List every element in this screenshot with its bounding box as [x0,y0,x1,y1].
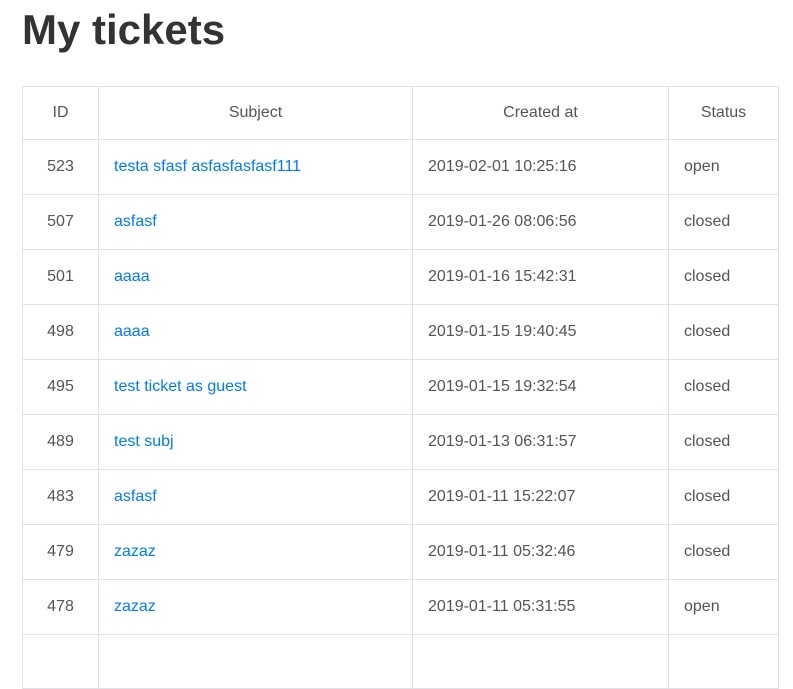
ticket-id-cell: 479 [22,524,99,581]
table-row: 483 asfasf 2019-01-11 15:22:07 closed [22,469,779,526]
ticket-status-cell: closed [668,524,779,581]
page-container: My tickets ID Subject Created at Status … [22,6,779,689]
ticket-id-cell: 495 [22,359,99,416]
ticket-subject-cell: test subj [98,414,413,471]
table-row: 501 aaaa 2019-01-16 15:42:31 closed [22,249,779,306]
table-row: 495 test ticket as guest 2019-01-15 19:3… [22,359,779,416]
table-row: 489 test subj 2019-01-13 06:31:57 closed [22,414,779,471]
ticket-id-cell: 507 [22,194,99,251]
ticket-subject-cell: test ticket as guest [98,359,413,416]
ticket-id-cell: 501 [22,249,99,306]
ticket-status-cell: closed [668,304,779,361]
ticket-created-at-cell: 2019-01-11 15:22:07 [412,469,669,526]
ticket-status-cell: closed [668,359,779,416]
ticket-subject-cell: asfasf [98,469,413,526]
empty-cell [98,634,413,689]
ticket-subject-cell: aaaa [98,304,413,361]
ticket-id-cell: 523 [22,139,99,196]
column-header-subject: Subject [98,86,413,141]
tickets-table: ID Subject Created at Status 523 testa s… [22,86,779,689]
table-row: 479 zazaz 2019-01-11 05:32:46 closed [22,524,779,581]
table-row: 478 zazaz 2019-01-11 05:31:55 open [22,579,779,636]
ticket-subject-cell: zazaz [98,579,413,636]
ticket-status-cell: closed [668,194,779,251]
table-row: 523 testa sfasf asfasfasfasf111 2019-02-… [22,139,779,196]
ticket-created-at-cell: 2019-01-15 19:40:45 [412,304,669,361]
column-header-created-at: Created at [412,86,669,141]
ticket-subject-link[interactable]: aaaa [114,268,150,286]
ticket-subject-link[interactable]: asfasf [114,488,157,506]
ticket-subject-link[interactable]: asfasf [114,213,157,231]
tickets-table-header: ID Subject Created at Status [22,86,779,141]
ticket-status-cell: open [668,139,779,196]
ticket-subject-link[interactable]: testa sfasf asfasfasfasf111 [114,158,302,176]
ticket-created-at-cell: 2019-01-26 08:06:56 [412,194,669,251]
ticket-subject-link[interactable]: test ticket as guest [114,378,247,396]
table-row-partial [22,634,779,689]
table-row: 507 asfasf 2019-01-26 08:06:56 closed [22,194,779,251]
column-header-status: Status [668,86,779,141]
ticket-id-cell: 483 [22,469,99,526]
ticket-created-at-cell: 2019-01-13 06:31:57 [412,414,669,471]
empty-cell [668,634,779,689]
tickets-table-body: 523 testa sfasf asfasfasfasf111 2019-02-… [22,139,779,689]
header-row: ID Subject Created at Status [22,86,779,141]
ticket-subject-cell: aaaa [98,249,413,306]
ticket-subject-cell: zazaz [98,524,413,581]
empty-cell [22,634,99,689]
ticket-status-cell: open [668,579,779,636]
ticket-id-cell: 478 [22,579,99,636]
ticket-created-at-cell: 2019-01-11 05:32:46 [412,524,669,581]
ticket-subject-cell: testa sfasf asfasfasfasf111 [98,139,413,196]
table-row: 498 aaaa 2019-01-15 19:40:45 closed [22,304,779,361]
ticket-subject-cell: asfasf [98,194,413,251]
ticket-subject-link[interactable]: zazaz [114,543,156,561]
ticket-created-at-cell: 2019-01-11 05:31:55 [412,579,669,636]
ticket-subject-link[interactable]: test subj [114,433,174,451]
column-header-id: ID [22,86,99,141]
ticket-subject-link[interactable]: zazaz [114,598,156,616]
ticket-status-cell: closed [668,414,779,471]
page-title: My tickets [22,6,226,53]
ticket-id-cell: 489 [22,414,99,471]
ticket-status-cell: closed [668,249,779,306]
ticket-created-at-cell: 2019-01-15 19:32:54 [412,359,669,416]
empty-cell [412,634,669,689]
ticket-created-at-cell: 2019-01-16 15:42:31 [412,249,669,306]
ticket-subject-link[interactable]: aaaa [114,323,150,341]
ticket-created-at-cell: 2019-02-01 10:25:16 [412,139,669,196]
ticket-status-cell: closed [668,469,779,526]
ticket-id-cell: 498 [22,304,99,361]
